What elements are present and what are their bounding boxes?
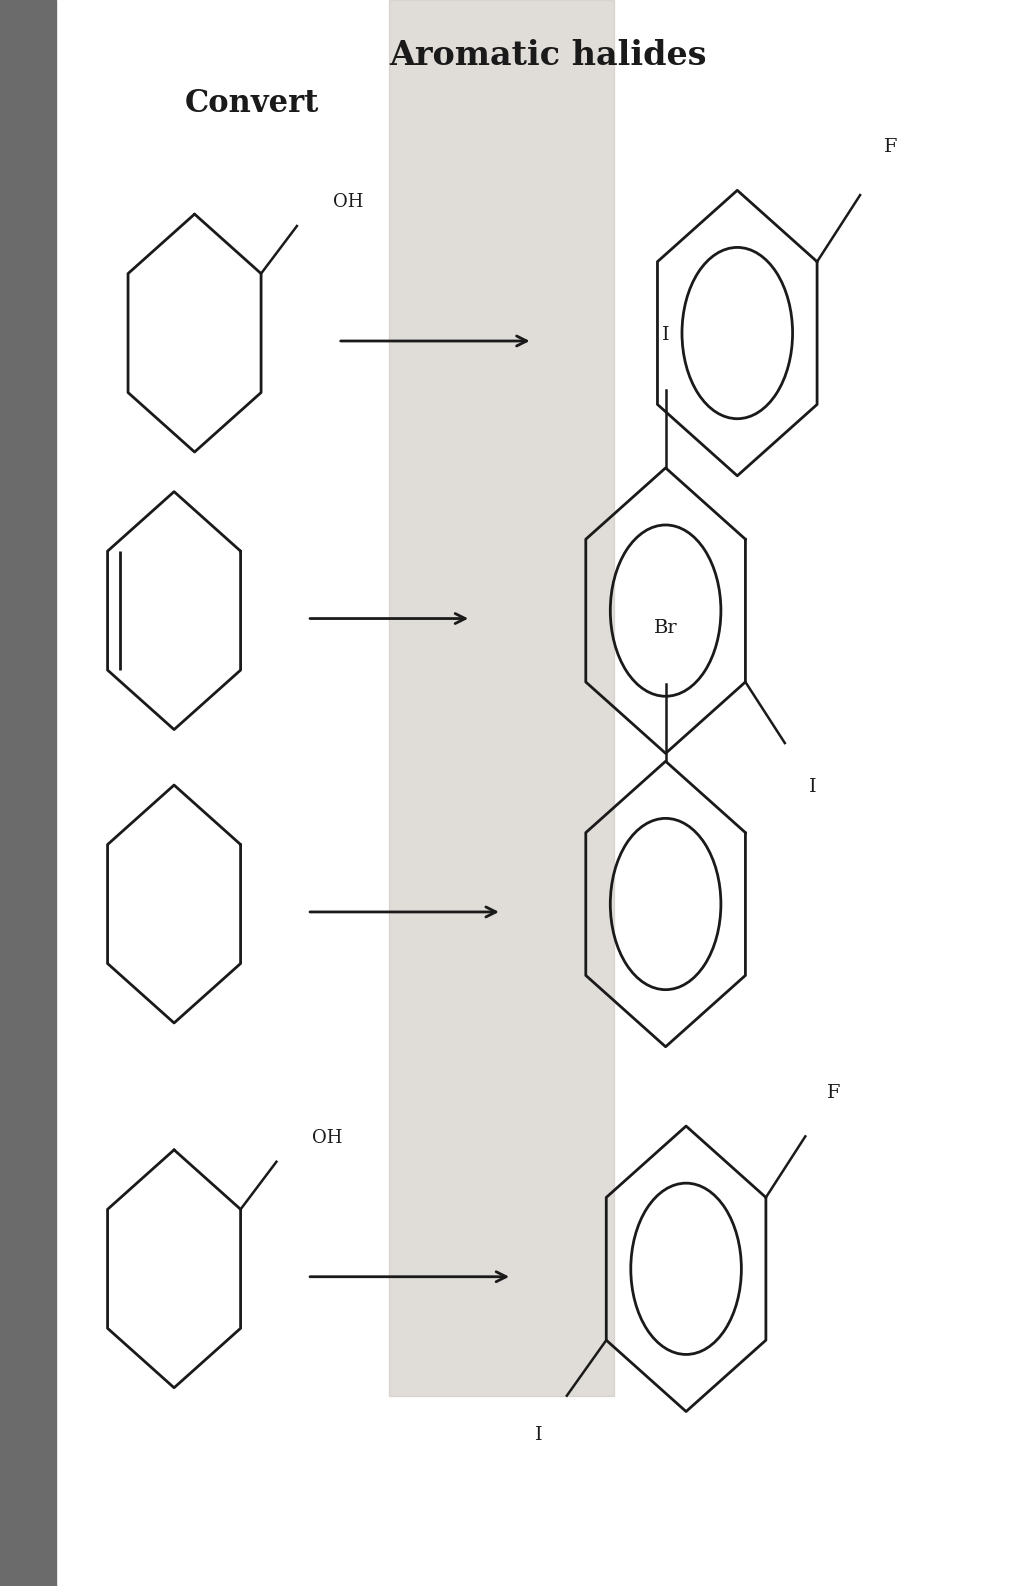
Text: F: F [884,138,898,157]
Text: F: F [826,1083,841,1102]
Text: I: I [662,325,670,344]
Text: Br: Br [653,619,678,638]
Text: Convert: Convert [184,87,318,119]
Text: I: I [535,1426,543,1445]
Text: OH: OH [333,193,364,211]
Bar [0,0,56,1586]
Bar [389,0,614,1396]
Text: Aromatic halides: Aromatic halides [389,40,707,71]
Text: I: I [809,777,817,796]
Text: OH: OH [312,1129,343,1147]
